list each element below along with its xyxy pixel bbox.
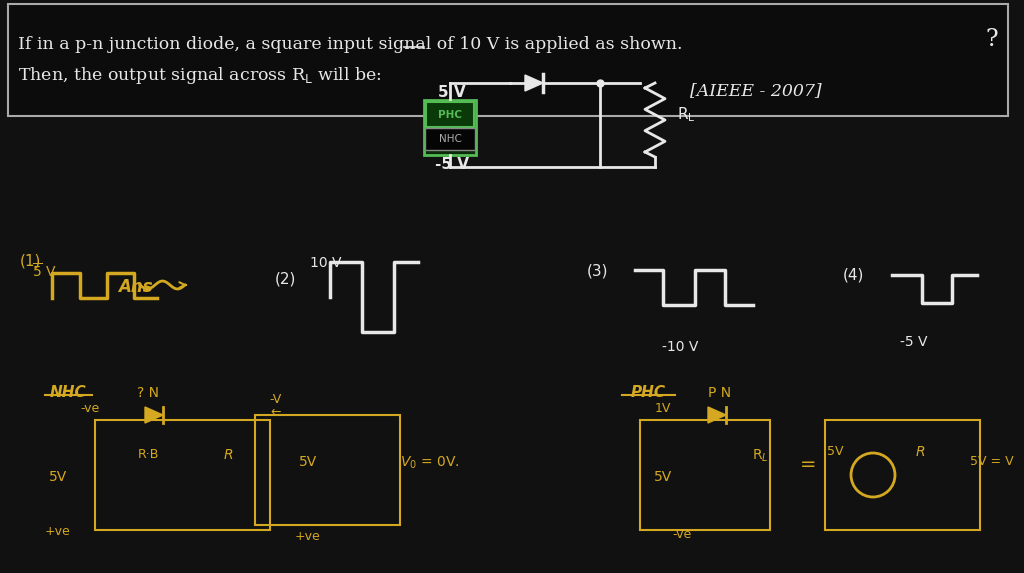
Text: -V: -V <box>269 393 282 406</box>
Bar <box>640 420 770 530</box>
Text: 5V: 5V <box>49 470 68 484</box>
Text: Then, the output signal across R$_\mathrm{L}$ will be:: Then, the output signal across R$_\mathr… <box>18 65 382 86</box>
Text: R·B: R·B <box>137 448 159 461</box>
Text: R$_L$: R$_L$ <box>752 448 768 464</box>
Text: 5 V: 5 V <box>438 85 466 100</box>
Bar <box>426 102 474 127</box>
Bar <box>95 420 270 530</box>
Text: -10 V: -10 V <box>662 340 698 354</box>
Polygon shape <box>708 407 726 423</box>
Text: 5V: 5V <box>299 455 317 469</box>
Text: R: R <box>223 448 232 462</box>
Bar <box>425 128 475 150</box>
Bar <box>255 415 400 525</box>
Text: +ve: +ve <box>45 525 71 538</box>
Text: $\overline{5}$ V: $\overline{5}$ V <box>32 262 56 280</box>
Text: P N: P N <box>709 386 731 400</box>
Text: =: = <box>800 455 816 474</box>
Text: (2): (2) <box>274 272 296 287</box>
Text: 5V: 5V <box>654 470 672 484</box>
Text: +ve: +ve <box>295 530 321 543</box>
Polygon shape <box>525 75 543 91</box>
Text: NHC: NHC <box>49 385 86 400</box>
Text: -5 V: -5 V <box>900 335 928 349</box>
Text: ?: ? <box>986 28 998 51</box>
Text: R$_\mathrm{L}$: R$_\mathrm{L}$ <box>677 105 695 124</box>
Text: (3): (3) <box>587 263 608 278</box>
Polygon shape <box>145 407 163 423</box>
Text: (4): (4) <box>843 268 863 283</box>
Text: ? N: ? N <box>137 386 159 400</box>
Text: If in a p-n junction diode, a square input signal of 10 V is applied as shown.: If in a p-n junction diode, a square inp… <box>18 36 683 53</box>
Text: 5V = V: 5V = V <box>970 455 1014 468</box>
Text: PHC: PHC <box>438 110 462 120</box>
Text: NHC: NHC <box>438 134 462 144</box>
Bar <box>8 4 1008 116</box>
Text: R: R <box>915 445 925 459</box>
Text: $V_0$ = 0V.: $V_0$ = 0V. <box>400 455 460 472</box>
Text: Ans: Ans <box>118 278 153 296</box>
Text: PHC: PHC <box>631 385 666 400</box>
Text: 5V: 5V <box>826 445 843 458</box>
Text: -ve: -ve <box>673 528 691 541</box>
Text: 1V: 1V <box>654 402 671 415</box>
Bar <box>825 420 980 530</box>
Text: -ve: -ve <box>80 402 99 415</box>
Text: (1): (1) <box>19 253 41 268</box>
Text: -5 V: -5 V <box>435 157 469 172</box>
Bar <box>424 100 476 155</box>
Text: 10 V: 10 V <box>310 256 341 270</box>
Text: [AIEEE - 2007]: [AIEEE - 2007] <box>690 82 821 99</box>
Text: $\leftarrow$: $\leftarrow$ <box>268 405 282 418</box>
